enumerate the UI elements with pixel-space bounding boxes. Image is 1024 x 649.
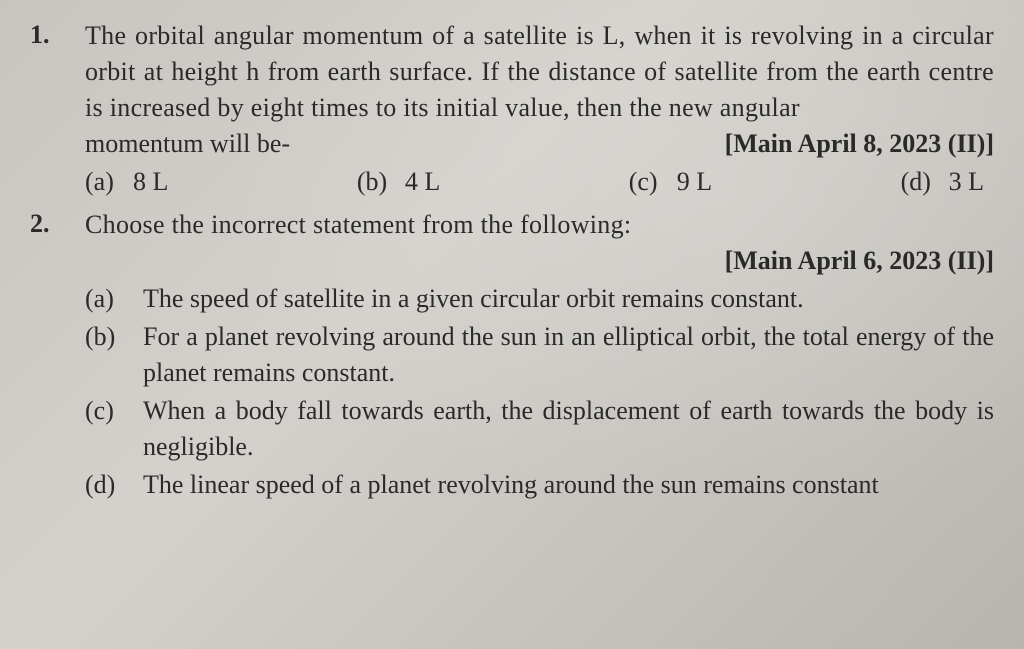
question-last-line: momentum will be- [Main April 8, 2023 (I…: [85, 126, 994, 162]
options-row: (a) 8 L (b) 4 L (c) 9 L (d) 3 L: [85, 164, 994, 200]
option-label: (a): [85, 164, 123, 200]
option-label: (b): [85, 319, 129, 391]
question-2: 2. Choose the incorrect statement from t…: [30, 207, 994, 504]
option-label: (c): [629, 164, 667, 200]
option-d: (d) The linear speed of a planet revolvi…: [85, 467, 994, 503]
option-a: (a) The speed of satellite in a given ci…: [85, 281, 994, 317]
question-content: Choose the incorrect statement from the …: [85, 207, 994, 504]
option-label: (c): [85, 393, 129, 465]
option-d: (d) 3 L: [901, 164, 984, 200]
question-number: 2.: [30, 207, 85, 504]
option-c: (c) 9 L: [629, 164, 712, 200]
option-text: The speed of satellite in a given circul…: [143, 281, 994, 317]
options-list: (a) The speed of satellite in a given ci…: [85, 281, 994, 502]
question-text-part1: The orbital angular momentum of a satell…: [85, 21, 994, 122]
option-text: 9 L: [677, 164, 712, 200]
option-c: (c) When a body fall towards earth, the …: [85, 393, 994, 465]
option-label: (d): [85, 467, 129, 503]
option-text: For a planet revolving around the sun in…: [143, 319, 994, 391]
option-b: (b) 4 L: [357, 164, 440, 200]
option-label: (d): [901, 164, 939, 200]
option-label: (a): [85, 281, 129, 317]
question-source: [Main April 8, 2023 (II)]: [725, 126, 994, 162]
question-number: 1.: [30, 18, 85, 199]
option-text: The linear speed of a planet revolving a…: [143, 467, 994, 503]
question-text: Choose the incorrect statement from the …: [85, 207, 994, 243]
option-text: 3 L: [949, 164, 984, 200]
question-text-tail: momentum will be-: [85, 126, 290, 162]
question-text-main: The orbital angular momentum of a satell…: [85, 18, 994, 126]
option-text: 8 L: [133, 164, 168, 200]
option-b: (b) For a planet revolving around the su…: [85, 319, 994, 391]
option-a: (a) 8 L: [85, 164, 168, 200]
question-source: [Main April 6, 2023 (II)]: [85, 243, 994, 279]
option-text: 4 L: [405, 164, 440, 200]
option-label: (b): [357, 164, 395, 200]
question-1: 1. The orbital angular momentum of a sat…: [30, 18, 994, 199]
option-text: When a body fall towards earth, the disp…: [143, 393, 994, 465]
question-content: The orbital angular momentum of a satell…: [85, 18, 994, 199]
